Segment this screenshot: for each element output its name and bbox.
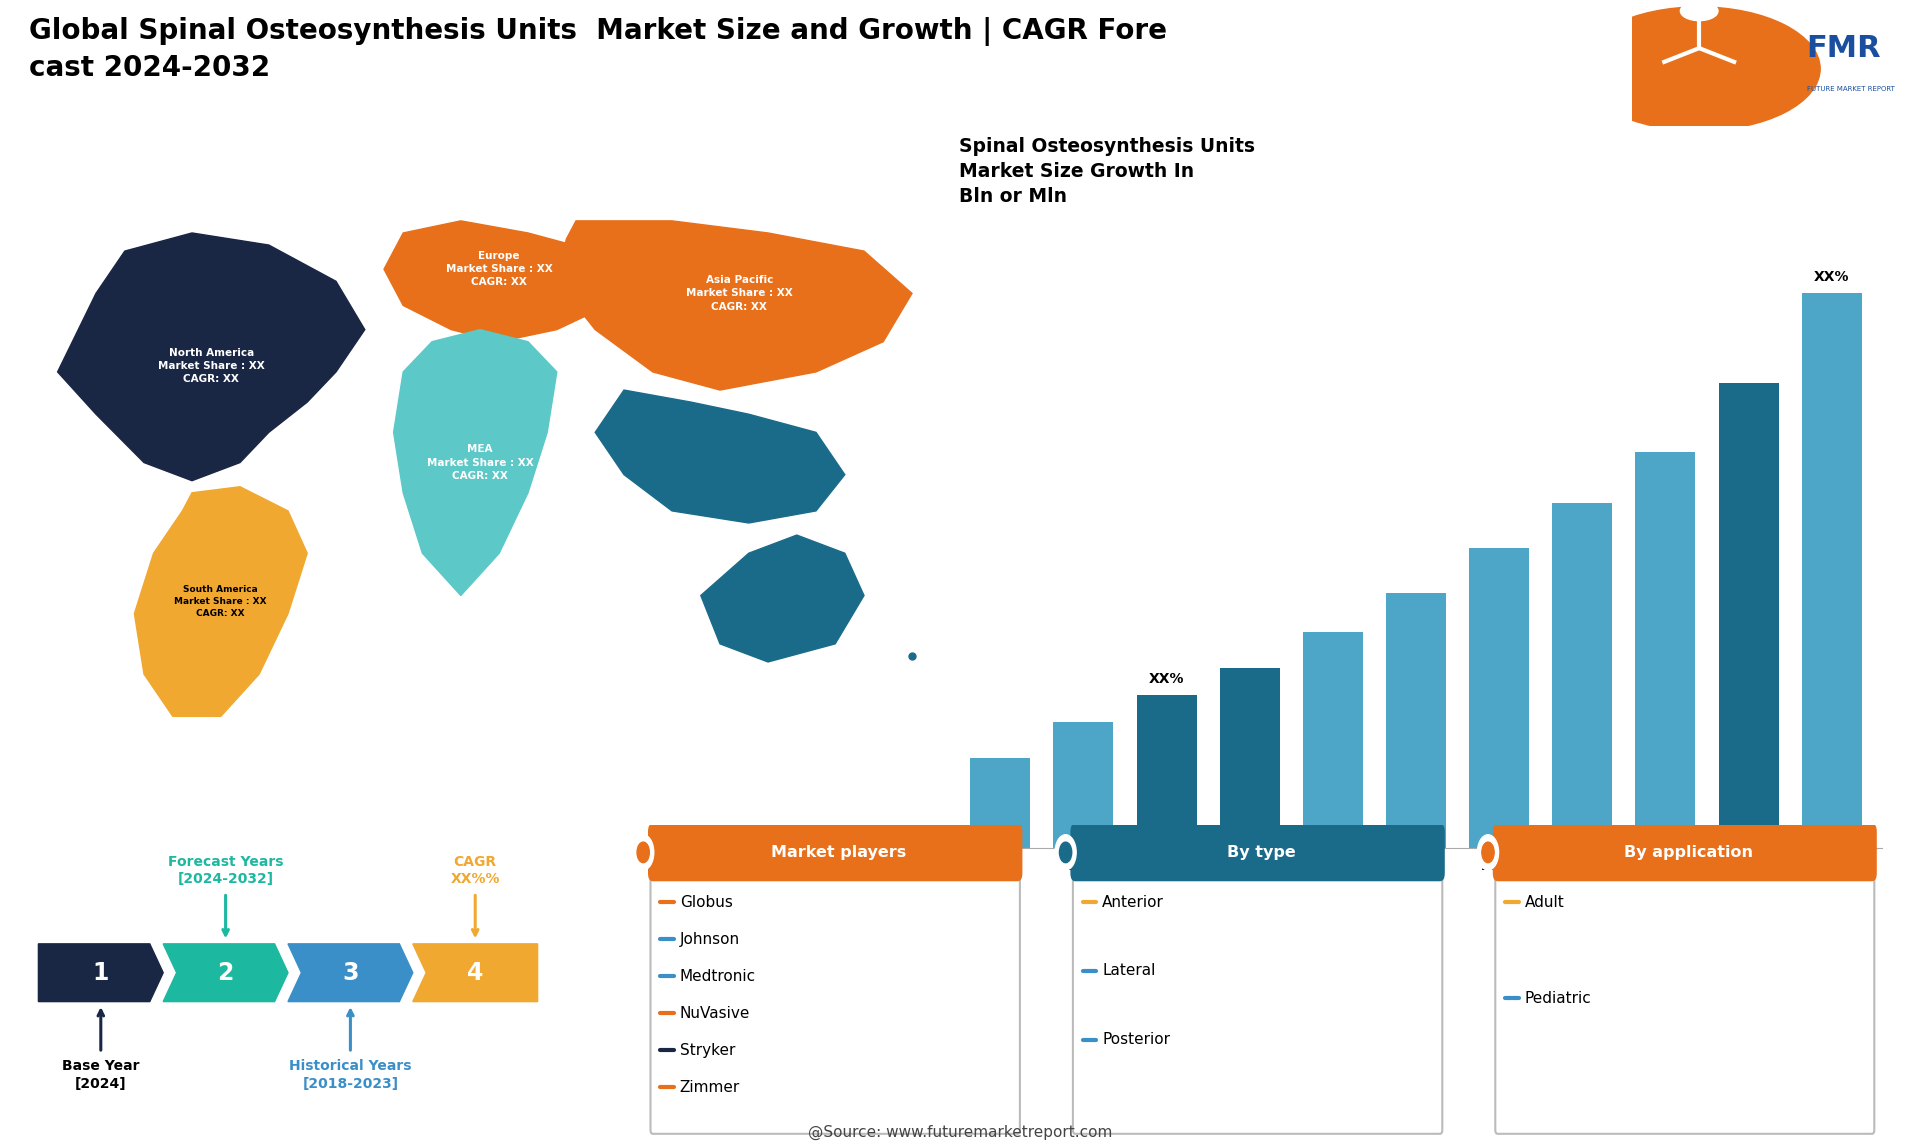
Bar xyxy=(1054,722,1114,848)
Text: Posterior: Posterior xyxy=(1102,1033,1169,1047)
Text: Market players: Market players xyxy=(772,845,906,860)
Polygon shape xyxy=(288,944,413,1002)
Text: CAGR
XX%%: CAGR XX%% xyxy=(451,855,499,886)
Circle shape xyxy=(637,842,649,863)
Text: 2: 2 xyxy=(217,960,234,984)
Text: Anterior: Anterior xyxy=(1102,895,1164,910)
Circle shape xyxy=(634,834,653,870)
Text: MEA
Market Share : XX
CAGR: XX: MEA Market Share : XX CAGR: XX xyxy=(426,445,534,481)
Polygon shape xyxy=(595,390,845,523)
Text: Spinal Osteosynthesis Units
Market Size Growth In
Bln or Mln: Spinal Osteosynthesis Units Market Size … xyxy=(958,138,1254,206)
Bar xyxy=(1219,668,1279,848)
Polygon shape xyxy=(58,233,365,480)
Bar xyxy=(970,758,1031,848)
Polygon shape xyxy=(163,944,288,1002)
Text: Base Year
[2024]: Base Year [2024] xyxy=(61,1059,140,1091)
Text: South America
Market Share : XX
CAGR: XX: South America Market Share : XX CAGR: XX xyxy=(175,586,267,618)
Text: Global Spinal Osteosynthesis Units  Market Size and Growth | CAGR Fore
cast 2024: Global Spinal Osteosynthesis Units Marke… xyxy=(29,17,1167,81)
Text: Medtronic: Medtronic xyxy=(680,968,756,983)
Text: North America
Market Share : XX
CAGR: XX: North America Market Share : XX CAGR: XX xyxy=(157,347,265,384)
Polygon shape xyxy=(394,330,557,596)
Text: 1: 1 xyxy=(92,960,109,984)
Bar xyxy=(1718,383,1778,848)
Circle shape xyxy=(1478,834,1498,870)
Bar xyxy=(1386,592,1446,848)
Polygon shape xyxy=(38,944,163,1002)
Text: Pediatric: Pediatric xyxy=(1524,991,1592,1006)
FancyBboxPatch shape xyxy=(1494,824,1876,881)
Text: @Source: www.futuremarketreport.com: @Source: www.futuremarketreport.com xyxy=(808,1125,1112,1140)
Text: Stryker: Stryker xyxy=(680,1043,735,1058)
Bar xyxy=(1469,548,1528,848)
Text: FUTURE MARKET REPORT: FUTURE MARKET REPORT xyxy=(1807,86,1895,93)
Text: FMR: FMR xyxy=(1807,33,1882,63)
FancyBboxPatch shape xyxy=(651,870,1020,1133)
Circle shape xyxy=(1060,842,1071,863)
Circle shape xyxy=(1680,1,1718,21)
Bar xyxy=(1553,503,1613,848)
Text: By application: By application xyxy=(1624,845,1753,860)
Text: Europe
Market Share : XX
CAGR: XX: Europe Market Share : XX CAGR: XX xyxy=(445,251,553,288)
Text: By type: By type xyxy=(1227,845,1296,860)
Text: Asia Pacific
Market Share : XX
CAGR: XX: Asia Pacific Market Share : XX CAGR: XX xyxy=(685,275,793,312)
Text: 3: 3 xyxy=(342,960,359,984)
Polygon shape xyxy=(384,221,624,342)
Text: Johnson: Johnson xyxy=(680,932,739,947)
Polygon shape xyxy=(701,535,864,662)
Text: Zimmer: Zimmer xyxy=(680,1080,739,1094)
Bar xyxy=(1636,452,1695,848)
Text: XX%: XX% xyxy=(1148,672,1185,686)
Text: Historical Years
[2018-2023]: Historical Years [2018-2023] xyxy=(290,1059,411,1091)
Text: Lateral: Lateral xyxy=(1102,964,1156,979)
FancyBboxPatch shape xyxy=(649,824,1021,881)
Polygon shape xyxy=(557,221,912,390)
FancyBboxPatch shape xyxy=(1073,870,1442,1133)
Text: XX%: XX% xyxy=(1814,269,1849,284)
Bar xyxy=(1137,694,1196,848)
Circle shape xyxy=(1482,842,1494,863)
Text: Adult: Adult xyxy=(1524,895,1565,910)
Circle shape xyxy=(1056,834,1075,870)
Bar xyxy=(1801,292,1862,848)
Text: Globus: Globus xyxy=(680,895,733,910)
FancyBboxPatch shape xyxy=(1069,824,1444,881)
Text: 4: 4 xyxy=(467,960,484,984)
Text: NuVasive: NuVasive xyxy=(680,1006,751,1021)
Text: Forecast Years
[2024-2032]: Forecast Years [2024-2032] xyxy=(167,855,284,886)
Bar xyxy=(1304,631,1363,848)
Polygon shape xyxy=(413,944,538,1002)
Circle shape xyxy=(1578,7,1820,131)
FancyBboxPatch shape xyxy=(1496,870,1874,1133)
Polygon shape xyxy=(134,487,307,716)
